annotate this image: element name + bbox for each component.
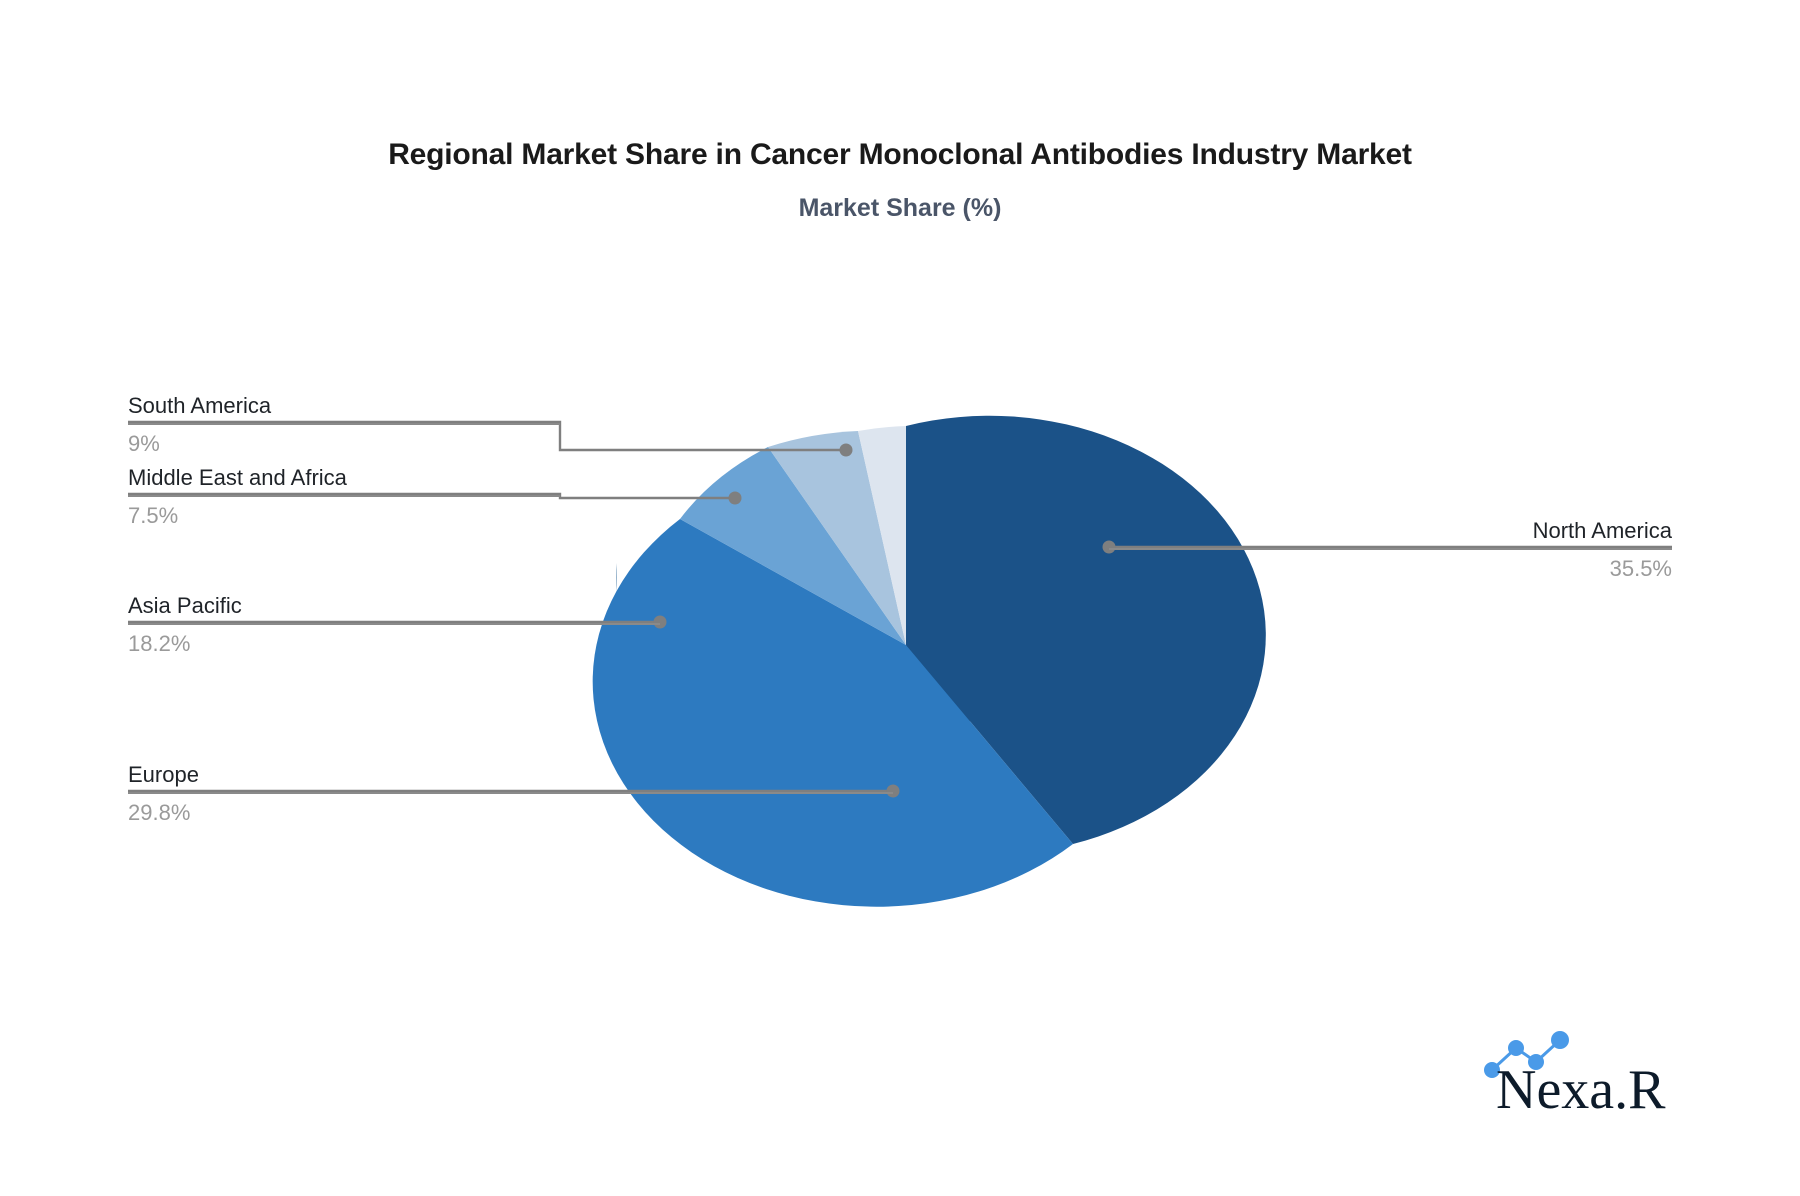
chart-title: Regional Market Share in Cancer Monoclon…: [388, 138, 1412, 171]
label-middle-east-africa-name: Middle East and Africa: [128, 465, 347, 490]
label-north-america-name: North America: [1532, 518, 1672, 543]
network-nodes-icon: [1484, 1031, 1569, 1078]
label-middle-east-africa: Middle East and Africa 7.5%: [128, 464, 560, 531]
label-south-america-rule: [128, 423, 560, 425]
label-north-america-rule: [1109, 548, 1672, 550]
brand-logo-text: Nexa.R: [1496, 1059, 1666, 1121]
label-middle-east-africa-rule: [128, 495, 560, 497]
leader-line-south-america: [128, 420, 846, 452]
pie-slice-south-america[interactable]: [858, 426, 906, 645]
label-europe-value: 29.8%: [128, 800, 191, 825]
chart-subtitle: Market Share (%): [798, 194, 1002, 222]
label-europe-rule: [128, 792, 893, 794]
leader-dot-europe: [886, 784, 900, 798]
label-asia-pacific-value: 18.2%: [128, 631, 191, 656]
leader-dot-south-america: [839, 443, 853, 457]
pie-top-faces: [592, 415, 1266, 907]
label-south-america: South America 9%: [128, 392, 560, 459]
brand-logo: Nexa.R: [1478, 1031, 1708, 1130]
pie-slice-middle-east-africa[interactable]: [768, 431, 906, 645]
leader-dots: [653, 443, 1116, 798]
label-south-america-value: 9%: [128, 431, 160, 456]
label-europe: Europe 29.8%: [128, 761, 893, 828]
pie-slice-north-america[interactable]: [906, 415, 1266, 844]
leader-dot-north-america: [1102, 540, 1116, 554]
label-asia-pacific-name: Asia Pacific: [128, 593, 242, 618]
label-north-america: North America 35.5%: [1109, 517, 1672, 584]
label-europe-name: Europe: [128, 762, 199, 787]
label-middle-east-africa-value: 7.5%: [128, 503, 179, 528]
leader-lines: [128, 420, 1672, 793]
leader-line-middle-east-africa: [128, 492, 735, 500]
leader-dot-middle-east-africa: [728, 491, 742, 505]
pie-slice-europe[interactable]: [592, 519, 1073, 907]
label-asia-pacific-rule: [128, 623, 660, 625]
label-north-america-value: 35.5%: [1609, 556, 1672, 581]
label-south-america-name: South America: [128, 393, 272, 418]
label-asia-pacific: Asia Pacific 18.2%: [128, 592, 660, 659]
leader-dot-asia-pacific: [653, 615, 667, 629]
